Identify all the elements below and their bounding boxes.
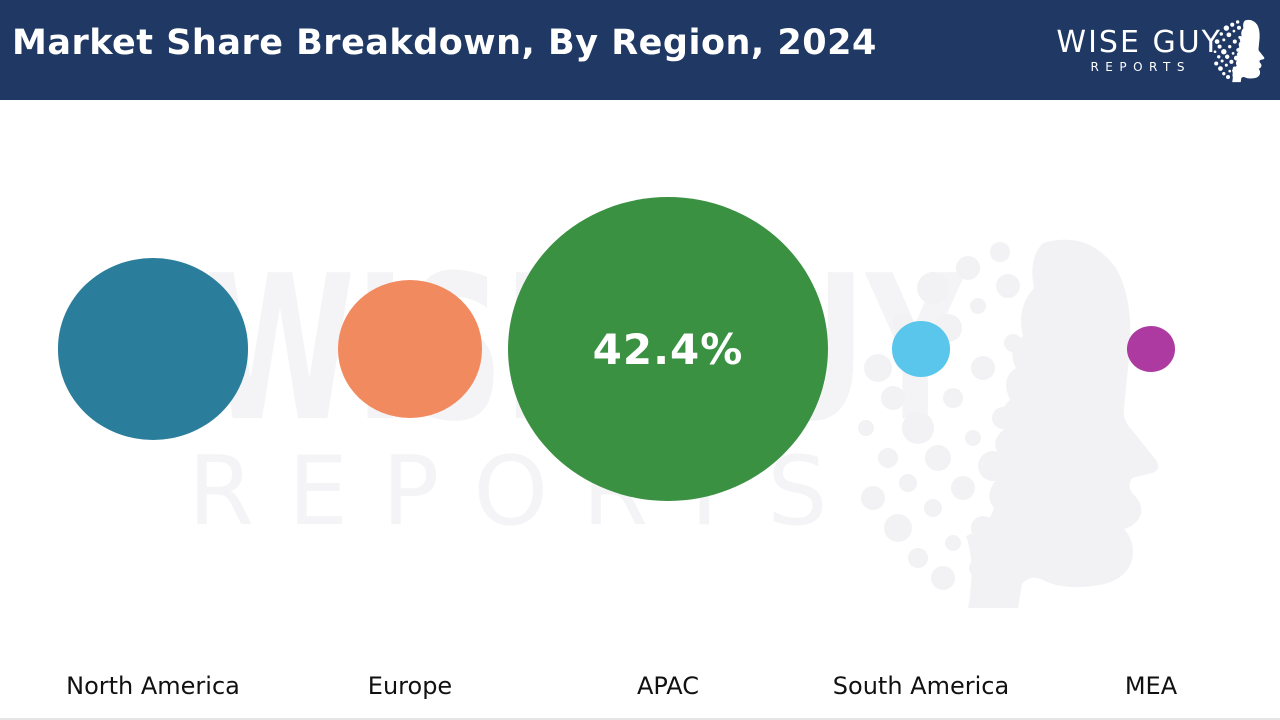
category-label-south-america: South America — [832, 672, 1010, 700]
category-label-north-america: North America — [66, 672, 240, 700]
bubble-south-america[interactable] — [891, 321, 951, 377]
header-bar: Market Share Breakdown, By Region, 2024 … — [0, 0, 1280, 100]
category-label-mea: MEA — [1124, 672, 1178, 700]
wise-guy-logo: WISE GUY REPORTS — [1056, 10, 1266, 90]
bubble-chart: WISE GUY REPORTS 42.4% North AmericaEuro… — [0, 100, 1280, 718]
wise-guy-head-icon — [1213, 19, 1265, 83]
chart-title: Market Share Breakdown, By Region, 2024 — [12, 23, 877, 63]
bubble-north-america[interactable] — [57, 258, 249, 440]
watermark-head-icon — [858, 239, 1159, 608]
bubble-apac[interactable]: 42.4% — [508, 197, 828, 501]
bubble-value-label-apac: 42.4% — [592, 324, 744, 374]
logo-wordmark-line2: REPORTS — [1090, 59, 1191, 74]
category-label-apac: APAC — [636, 672, 700, 700]
logo-wordmark-line1: WISE GUY — [1056, 24, 1222, 60]
logo-wordmark: WISE GUY REPORTS — [1056, 24, 1222, 74]
bubble-europe[interactable] — [337, 280, 483, 418]
bubble-mea[interactable] — [1126, 326, 1176, 372]
category-label-europe: Europe — [367, 672, 453, 700]
